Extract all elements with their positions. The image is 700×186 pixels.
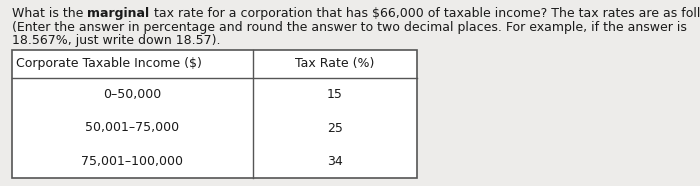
Text: 15: 15 <box>327 88 343 101</box>
Text: 18.567%, just write down 18.57).: 18.567%, just write down 18.57). <box>12 34 220 47</box>
Text: What is the: What is the <box>12 7 88 20</box>
Text: 0–50,000: 0–50,000 <box>104 88 162 101</box>
Bar <box>12 50 417 178</box>
Text: (Enter the answer in percentage and round the answer to two decimal places. For : (Enter the answer in percentage and roun… <box>12 20 687 33</box>
Text: 25: 25 <box>327 121 343 134</box>
Text: 75,001–100,000: 75,001–100,000 <box>81 155 183 168</box>
Text: tax rate for a corporation that has $66,000 of taxable income? The tax rates are: tax rate for a corporation that has $66,… <box>150 7 700 20</box>
Text: Corporate Taxable Income ($): Corporate Taxable Income ($) <box>16 57 202 70</box>
Text: 50,001–75,000: 50,001–75,000 <box>85 121 179 134</box>
Text: Tax Rate (%): Tax Rate (%) <box>295 57 374 70</box>
Text: 34: 34 <box>327 155 343 168</box>
Text: marginal: marginal <box>88 7 150 20</box>
